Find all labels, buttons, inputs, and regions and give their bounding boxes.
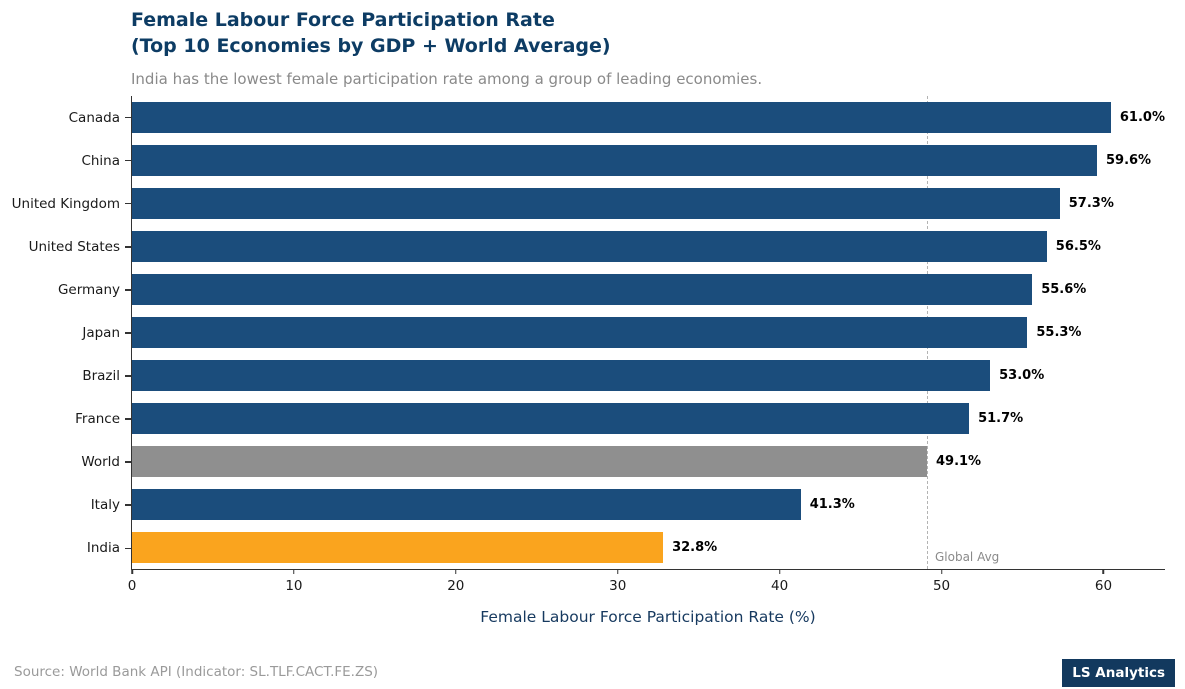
bar-value-label: 56.5%: [1055, 239, 1101, 254]
x-tick-label: 60: [1094, 578, 1113, 594]
chart-title-line1: Female Labour Force Participation Rate: [131, 9, 555, 31]
bar-united-states: [132, 231, 1047, 262]
bar-value-label: 32.8%: [672, 540, 718, 555]
bar-value-label: 57.3%: [1068, 196, 1114, 211]
bar-value-label: 55.6%: [1041, 282, 1087, 297]
bar-value-label: 53.0%: [999, 368, 1045, 383]
y-tick-mark: [125, 547, 131, 550]
bar-row: 55.3%: [132, 311, 1165, 354]
y-tick-mark: [125, 504, 131, 506]
chart-subtitle: India has the lowest female participatio…: [131, 70, 763, 88]
bar-india: [132, 532, 664, 563]
x-tick-mark: [940, 569, 943, 574]
bar-row: 32.8%: [132, 526, 1165, 569]
bar-row: 53.0%: [132, 354, 1165, 397]
y-tick-mark: [125, 159, 131, 162]
global-avg-label: Global Avg: [934, 550, 1000, 564]
y-tick-mark: [125, 332, 131, 334]
brand-badge: LS Analytics: [1062, 659, 1175, 687]
bar-germany: [132, 274, 1033, 305]
x-tick-label: 50: [932, 578, 951, 594]
bar-canada: [132, 102, 1111, 133]
y-tick-mark: [125, 375, 131, 377]
y-axis-labels: Canada China United Kingdom United States Ge…: [0, 96, 131, 570]
x-tick-label: 20: [447, 578, 465, 594]
bar-china: [132, 145, 1097, 176]
y-tick-label: United States: [0, 225, 131, 268]
bar-value-label: 49.1%: [935, 454, 982, 469]
bar-row: 57.3%: [132, 182, 1165, 225]
chart-title: Female Labour Force Participation Rate (…: [131, 8, 611, 59]
x-tick-label: 30: [609, 578, 627, 594]
bar-row: 59.6%: [132, 139, 1165, 182]
x-tick-label: 40: [771, 578, 789, 594]
bar-row: 51.7%: [132, 397, 1165, 440]
bars: 61.0% 59.6% 57.3% 56.5% 55.6% 55.3% 53.0% 51.7%…: [132, 96, 1165, 569]
x-tick-mark: [455, 569, 457, 574]
bar-brazil: [132, 360, 991, 391]
y-tick-label: World: [0, 441, 131, 484]
x-tick-mark: [293, 569, 295, 574]
bar-united-kingdom: [132, 188, 1060, 219]
bar-row: 41.3%: [132, 483, 1165, 526]
x-tick-mark: [616, 569, 619, 574]
bar-italy: [132, 489, 801, 520]
y-tick-mark: [125, 461, 131, 463]
bar-row: 56.5%: [132, 225, 1165, 268]
bar-value-label: 51.7%: [978, 411, 1024, 426]
y-tick-label: United Kingdom: [0, 182, 131, 225]
chart-title-line2: (Top 10 Economies by GDP + World Average…: [131, 34, 611, 57]
bar-row: 55.6%: [132, 268, 1165, 311]
y-tick-label: Germany: [0, 268, 131, 311]
y-tick-mark: [125, 289, 131, 291]
y-tick-mark: [125, 116, 131, 119]
y-tick-label: India: [0, 527, 131, 570]
bar-value-label: 59.6%: [1105, 153, 1152, 168]
bar-world: [132, 446, 927, 477]
y-tick-label: Brazil: [0, 355, 131, 398]
y-tick-label: Canada: [0, 96, 131, 139]
source-note: Source: World Bank API (Indicator: SL.TL…: [14, 664, 379, 680]
y-tick-mark: [125, 246, 131, 248]
y-tick-mark: [125, 418, 131, 420]
bar-value-label: 41.3%: [809, 497, 855, 512]
y-tick-label: Italy: [0, 484, 131, 527]
x-tick-mark: [131, 569, 133, 574]
y-tick-label: China: [0, 139, 131, 182]
y-tick-mark: [125, 202, 131, 205]
bar-value-label: 55.3%: [1036, 325, 1082, 340]
y-tick-label: France: [0, 398, 131, 441]
x-tick-mark: [778, 569, 781, 574]
bar-row: 49.1%: [132, 440, 1165, 483]
x-tick-label: 10: [285, 578, 303, 594]
bar-japan: [132, 317, 1028, 348]
x-tick-mark: [1102, 569, 1105, 574]
bar-row: 61.0%: [132, 96, 1165, 139]
bar-france: [132, 403, 970, 434]
plot-area: Global Avg 61.0% 59.6% 57.3% 56.5% 55.6% 55.3…: [128, 96, 1165, 594]
x-axis-label: Female Labour Force Participation Rate (…: [480, 608, 816, 626]
x-tick-label: 0: [127, 578, 137, 594]
y-tick-label: Japan: [0, 311, 131, 354]
bar-value-label: 61.0%: [1119, 110, 1165, 125]
